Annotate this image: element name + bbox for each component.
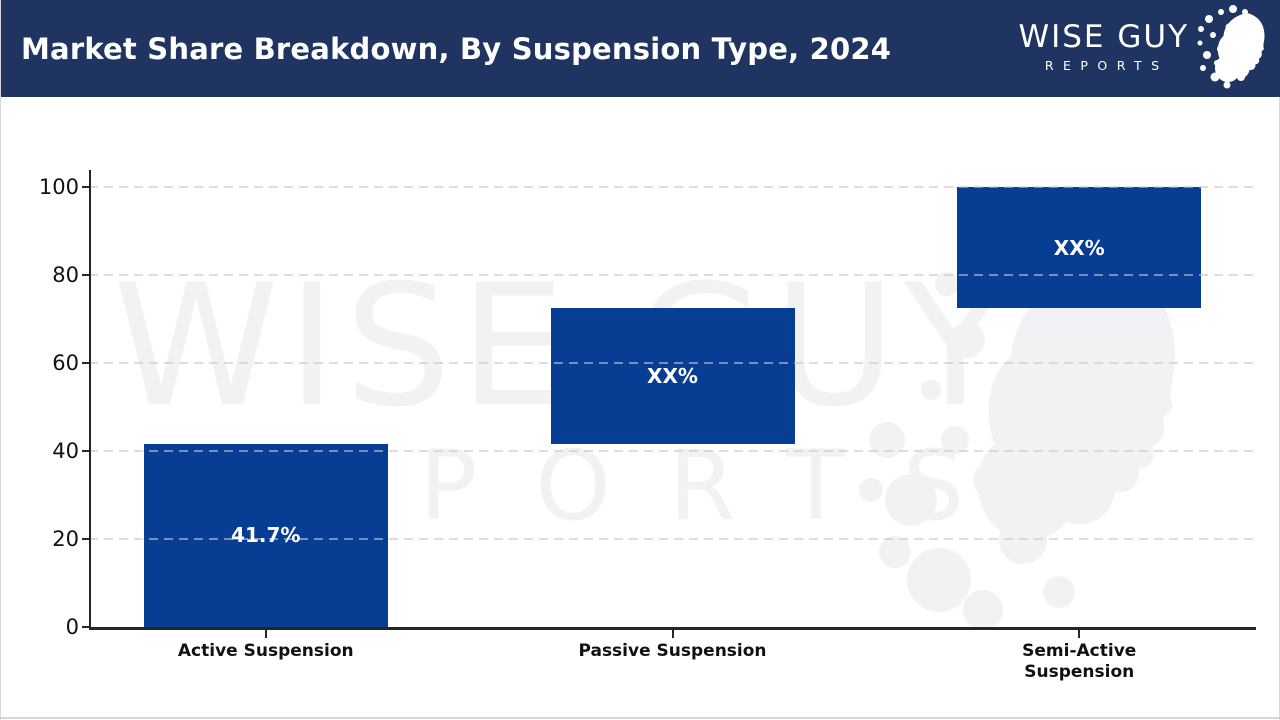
x-tick-1 bbox=[671, 630, 674, 638]
y-tick-0 bbox=[82, 626, 89, 628]
y-tick-label-100: 100 bbox=[38, 175, 79, 199]
y-axis-spine bbox=[89, 170, 91, 630]
header-bar: Market Share Breakdown, By Suspension Ty… bbox=[1, 0, 1280, 97]
bar-passive-suspension bbox=[550, 308, 795, 444]
y-tick-label-80: 80 bbox=[52, 263, 79, 287]
gridline-100 bbox=[89, 186, 1256, 188]
bar-value-label: XX% bbox=[647, 363, 698, 388]
x-category-label: Active Suspension bbox=[177, 641, 354, 661]
wiseguy-reports-logo: WISE GUY REPORTS bbox=[1007, 5, 1267, 92]
y-tick-label-0: 0 bbox=[65, 615, 79, 639]
y-tick-100 bbox=[82, 186, 89, 188]
logo-face-icon bbox=[1197, 5, 1265, 89]
gridline-40 bbox=[89, 450, 1256, 452]
x-category-label: Semi-Active Suspension bbox=[1022, 641, 1137, 683]
y-tick-label-40: 40 bbox=[52, 439, 79, 463]
y-tick-40 bbox=[82, 450, 89, 452]
y-tick-label-60: 60 bbox=[52, 351, 79, 375]
gridline-20 bbox=[89, 538, 1256, 540]
x-category-label: Passive Suspension bbox=[578, 641, 767, 661]
footer-divider bbox=[1, 717, 1280, 719]
y-tick-20 bbox=[82, 538, 89, 540]
y-tick-60 bbox=[82, 362, 89, 364]
bar-semi-active-suspension bbox=[957, 187, 1202, 309]
y-tick-80 bbox=[82, 274, 89, 276]
chart-title: Market Share Breakdown, By Suspension Ty… bbox=[21, 31, 892, 66]
bar-value-label: 41.7% bbox=[231, 523, 301, 548]
gridline-80 bbox=[89, 274, 1256, 276]
x-axis-line bbox=[89, 627, 1256, 630]
x-tick-2 bbox=[1078, 630, 1081, 638]
bar-active-suspension bbox=[143, 443, 388, 627]
y-tick-label-20: 20 bbox=[52, 527, 79, 551]
logo-text: WISE GUY REPORTS bbox=[1018, 19, 1189, 73]
x-tick-0 bbox=[264, 630, 267, 638]
gridline-60 bbox=[89, 362, 1256, 364]
logo-wiseguy-label: WISE GUY bbox=[1018, 19, 1189, 55]
bar-value-label: XX% bbox=[1053, 235, 1105, 260]
logo-reports-label: REPORTS bbox=[1044, 58, 1169, 73]
